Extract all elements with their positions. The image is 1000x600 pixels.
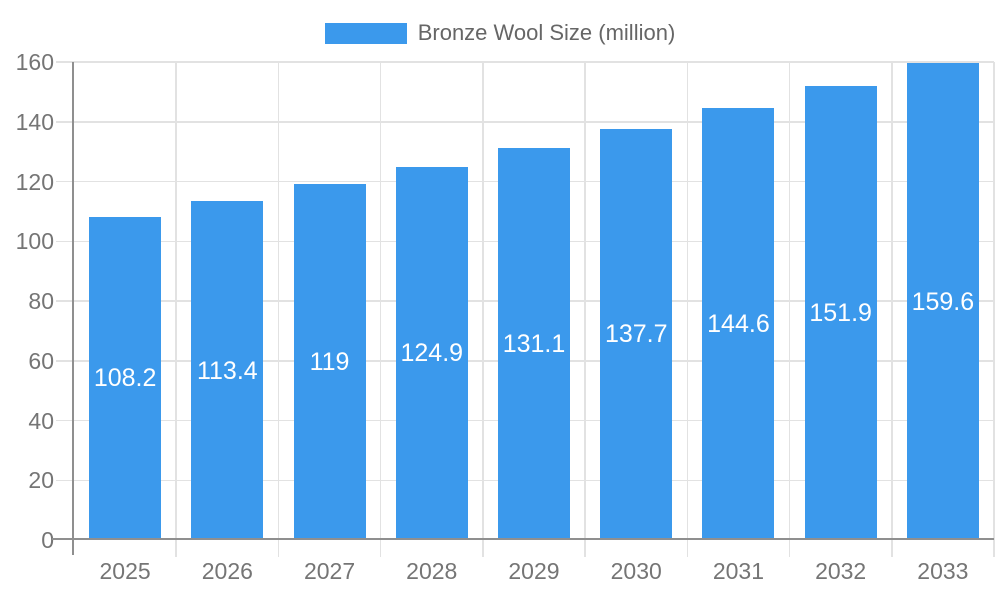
gridline-vertical <box>379 62 382 557</box>
gridline-vertical <box>788 62 791 557</box>
x-axis-label: 2029 <box>508 558 560 584</box>
bar[interactable]: 159.6 <box>906 63 979 540</box>
bar[interactable]: 151.9 <box>804 86 877 540</box>
bar[interactable]: 137.7 <box>600 128 673 540</box>
gridline-vertical <box>584 62 586 557</box>
y-axis-label: 0 <box>41 527 54 553</box>
y-axis-label: 80 <box>28 288 54 314</box>
bar-value-label: 151.9 <box>809 299 872 328</box>
bar[interactable]: 124.9 <box>395 166 468 540</box>
legend-label: Bronze Wool Size (million) <box>417 20 676 45</box>
gridline-vertical <box>891 62 893 557</box>
bar[interactable]: 144.6 <box>702 108 775 540</box>
bar-value-label: 113.4 <box>196 356 258 385</box>
y-axis-label: 20 <box>28 467 54 494</box>
y-axis-label: 140 <box>15 108 54 135</box>
bar-value-label: 144.6 <box>707 309 770 338</box>
gridline-vertical <box>993 62 995 557</box>
bar[interactable]: 108.2 <box>89 216 162 540</box>
legend-swatch-icon <box>324 22 407 44</box>
x-axis-label: 2026 <box>201 558 253 584</box>
bar-value-label: 124.9 <box>400 339 464 368</box>
x-axis-label: 2027 <box>303 558 356 584</box>
y-axis-label: 40 <box>28 407 54 434</box>
y-axis-label: 60 <box>28 347 54 374</box>
y-axis-label: 100 <box>15 228 54 255</box>
y-axis-label: 160 <box>15 49 54 75</box>
gridline-vertical <box>175 62 177 557</box>
x-axis-label: 2028 <box>406 558 458 584</box>
bar-value-label: 137.7 <box>604 320 668 349</box>
bar[interactable]: 119 <box>293 184 366 540</box>
gridline-vertical <box>686 62 689 557</box>
gridline-vertical <box>482 62 484 557</box>
x-axis-label: 2030 <box>610 558 662 584</box>
bar-value-label: 159.6 <box>911 287 975 316</box>
y-axis-label: 120 <box>15 168 54 195</box>
y-axis-line <box>72 62 74 555</box>
gridline-vertical <box>277 62 280 557</box>
x-axis-label: 2025 <box>99 558 151 584</box>
x-axis-label: 2031 <box>712 558 765 584</box>
bar-value-label: 119 <box>309 348 350 377</box>
bar-value-label: 131.1 <box>502 330 566 359</box>
x-axis-line <box>52 538 994 540</box>
bar[interactable]: 131.1 <box>498 148 570 540</box>
x-axis-label: 2033 <box>917 558 969 584</box>
gridline-horizontal <box>56 121 994 123</box>
x-axis-label: 2032 <box>815 558 867 584</box>
bar[interactable]: 113.4 <box>191 201 264 540</box>
gridline-horizontal <box>56 61 994 63</box>
legend-item[interactable]: Bronze Wool Size (million) <box>0 19 1000 47</box>
bar-value-label: 108.2 <box>93 364 157 393</box>
